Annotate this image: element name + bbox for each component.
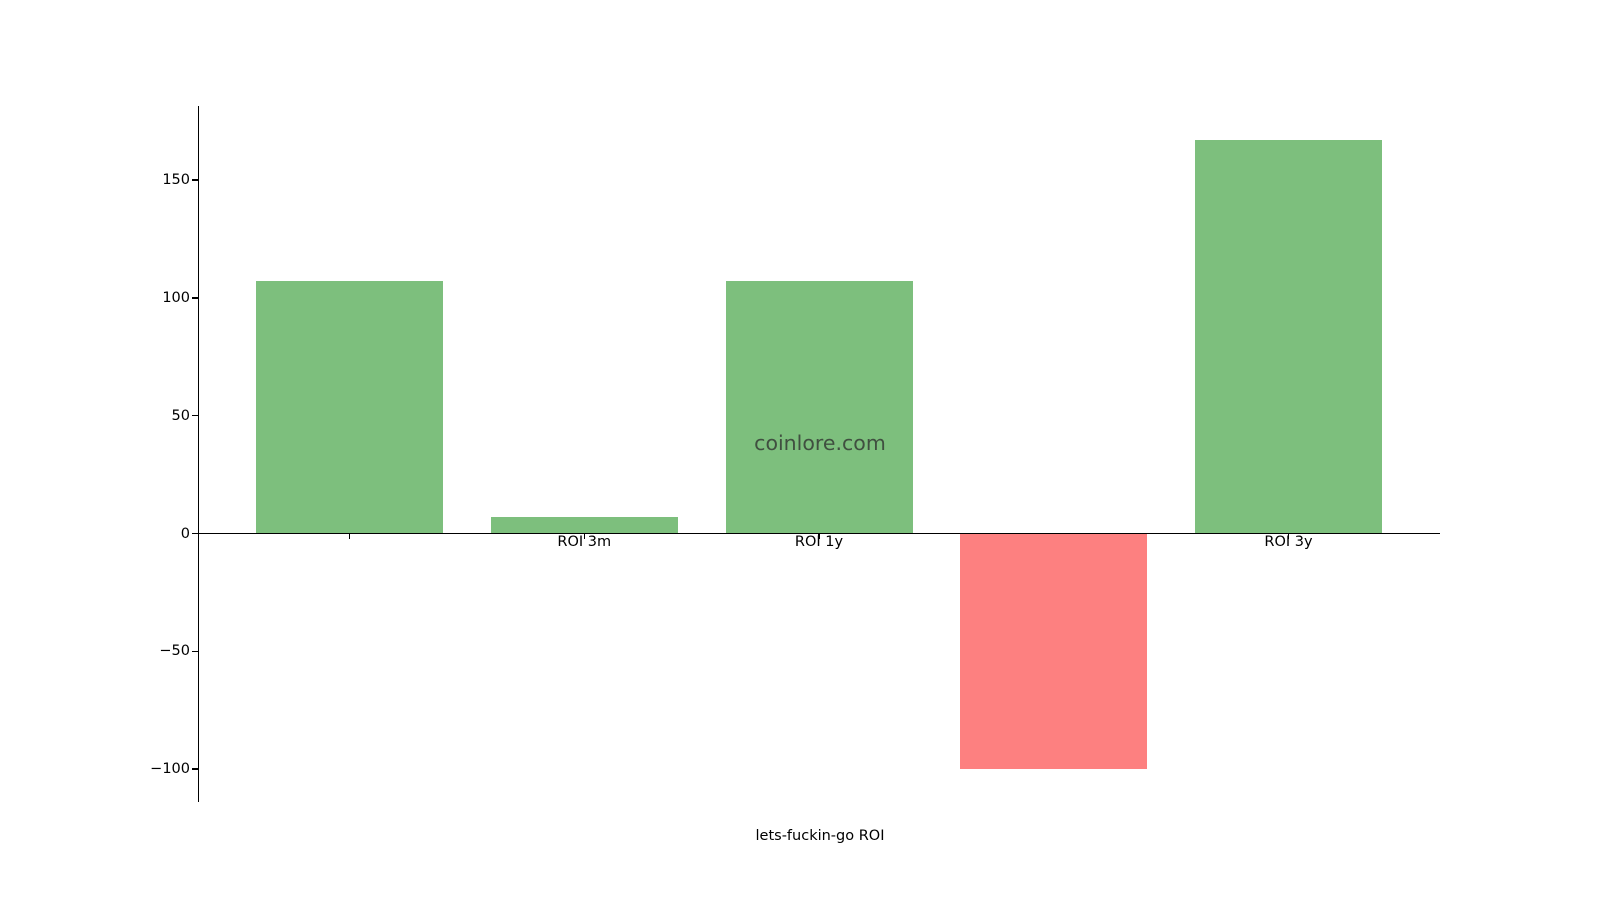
y-tick-label: 150 xyxy=(162,172,190,189)
y-tick-label: 100 xyxy=(162,289,190,306)
y-axis-spine xyxy=(198,106,200,802)
bar-category-4 xyxy=(960,533,1148,770)
x-tick-mark xyxy=(1287,533,1290,539)
y-tick-mark xyxy=(192,532,199,535)
x-tick-mark xyxy=(583,533,585,539)
y-tick-mark xyxy=(192,415,199,417)
y-tick-mark xyxy=(192,297,199,299)
x-tick-label: ROI 3y xyxy=(1264,534,1313,550)
y-tick-label: 0 xyxy=(180,525,190,542)
watermark: coinlore.com xyxy=(754,431,886,455)
chart-title-xlabel: lets-fuckin-go ROI xyxy=(755,828,885,844)
x-axis-zero-line xyxy=(198,532,1440,535)
x-tick-label: ROI 3m xyxy=(557,534,612,550)
x-tick-mark xyxy=(818,533,820,539)
y-tick-mark xyxy=(192,768,199,770)
bar-category-1 xyxy=(256,281,443,534)
bar-roi-1y xyxy=(725,281,913,534)
bar-roi-3m xyxy=(490,517,678,534)
y-tick-label: 50 xyxy=(171,407,190,424)
x-tick-label: ROI 1y xyxy=(794,534,844,550)
y-tick-mark xyxy=(192,179,199,181)
y-tick-label: −100 xyxy=(150,761,190,778)
y-tick-mark xyxy=(192,650,199,652)
y-tick-label: −50 xyxy=(159,643,190,660)
x-tick-mark xyxy=(348,533,351,539)
bar-roi-3y xyxy=(1195,140,1382,534)
